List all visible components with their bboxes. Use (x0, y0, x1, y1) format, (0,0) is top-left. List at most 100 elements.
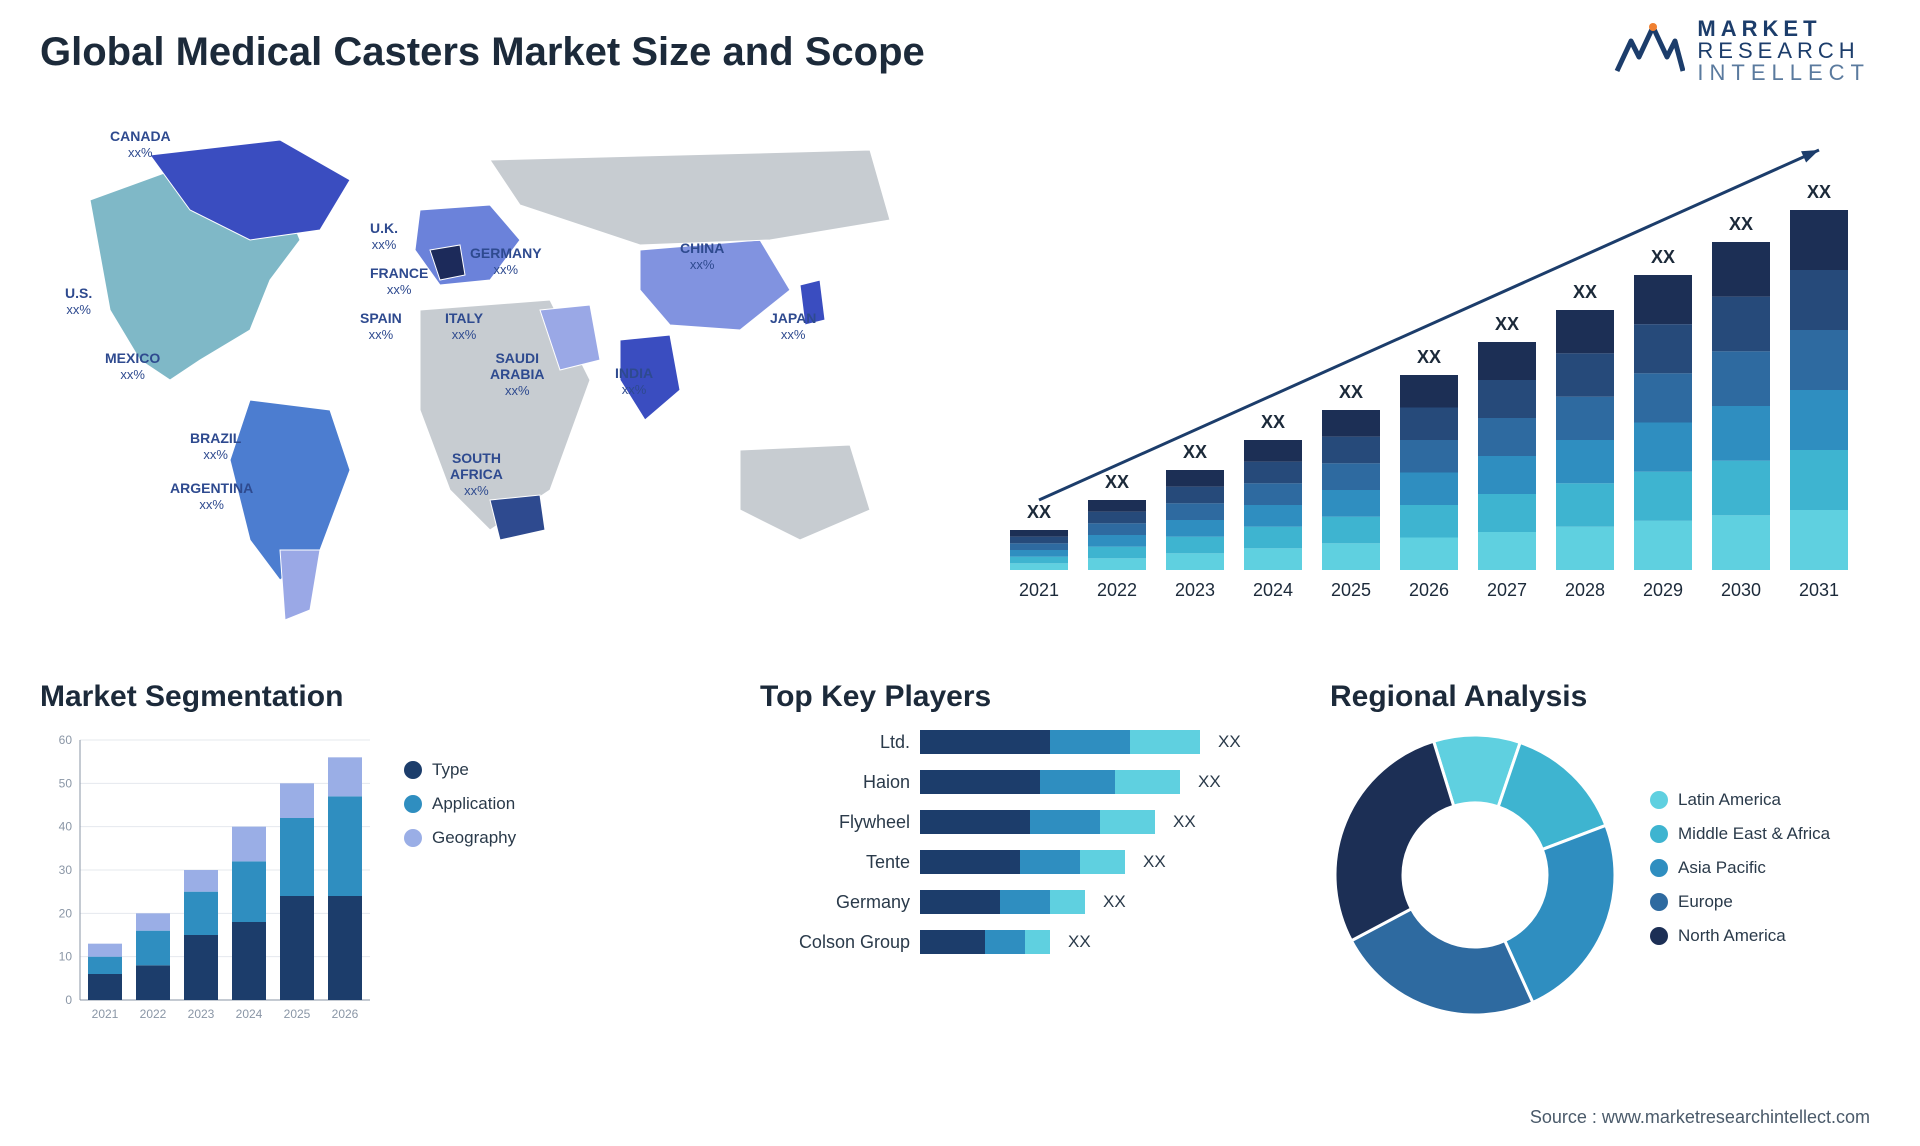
page-title: Global Medical Casters Market Size and S… (40, 30, 925, 75)
svg-text:2031: 2031 (1799, 580, 1839, 600)
svg-text:XX: XX (1183, 442, 1207, 462)
svg-text:2022: 2022 (140, 1007, 167, 1021)
regional-panel: Regional Analysis Latin America Middle Ea… (1330, 680, 1870, 1060)
legend-item: Middle East & Africa (1650, 824, 1830, 844)
map-label: U.K.xx% (370, 220, 398, 253)
svg-text:XX: XX (1105, 472, 1129, 492)
svg-text:2029: 2029 (1643, 580, 1683, 600)
svg-text:2022: 2022 (1097, 580, 1137, 600)
legend-item: Type (404, 760, 516, 780)
svg-text:2026: 2026 (1409, 580, 1449, 600)
svg-text:0: 0 (65, 993, 72, 1007)
player-value: XX (1103, 892, 1126, 912)
player-name: Tente (760, 852, 910, 873)
map-label: MEXICOxx% (105, 350, 160, 383)
legend-item: Latin America (1650, 790, 1830, 810)
player-row: Haion XX (760, 770, 1280, 794)
player-bar (920, 890, 1085, 914)
svg-text:XX: XX (1417, 347, 1441, 367)
growth-chart: XX2021XX2022XX2023XX2024XX2025XX2026XX20… (980, 110, 1850, 630)
player-row: Colson GroupXX (760, 930, 1280, 954)
players-chart: Ltd.XXHaionXXFlywheelXXTenteXXGermanyXXC… (760, 730, 1280, 954)
svg-text:XX: XX (1027, 502, 1051, 522)
svg-text:XX: XX (1339, 382, 1363, 402)
growth-chart-panel: XX2021XX2022XX2023XX2024XX2025XX2026XX20… (980, 110, 1850, 630)
logo-line2: RESEARCH (1697, 40, 1870, 62)
svg-text:2024: 2024 (1253, 580, 1293, 600)
svg-text:XX: XX (1651, 247, 1675, 267)
player-row: Flywheel XX (760, 810, 1280, 834)
svg-text:2021: 2021 (1019, 580, 1059, 600)
regional-title: Regional Analysis (1330, 680, 1870, 714)
map-label: GERMANYxx% (470, 245, 542, 278)
svg-text:XX: XX (1573, 282, 1597, 302)
source-attribution: Source : www.marketresearchintellect.com (1530, 1107, 1870, 1128)
segmentation-title: Market Segmentation (40, 680, 600, 714)
legend-item: Europe (1650, 892, 1830, 912)
player-bar (920, 770, 1180, 794)
map-label: SAUDIARABIAxx% (490, 350, 544, 399)
segmentation-legend: Type Application Geography (404, 730, 516, 1030)
svg-text:2024: 2024 (236, 1007, 263, 1021)
player-value: XX (1143, 852, 1166, 872)
player-row: Ltd. XX (760, 730, 1280, 754)
player-value: XX (1068, 932, 1091, 952)
svg-text:2021: 2021 (92, 1007, 119, 1021)
svg-text:2025: 2025 (1331, 580, 1371, 600)
player-value: XX (1198, 772, 1221, 792)
segmentation-chart: 0 10 20 30 40 50 60 2021 2022 2023 2024 2025 2026 (40, 730, 380, 1030)
svg-text:2028: 2028 (1565, 580, 1605, 600)
player-name: Haion (760, 772, 910, 793)
svg-text:XX: XX (1261, 412, 1285, 432)
player-bar (920, 930, 1050, 954)
map-label: CANADAxx% (110, 128, 171, 161)
svg-text:50: 50 (59, 776, 73, 790)
map-label: JAPANxx% (770, 310, 816, 343)
segmentation-panel: Market Segmentation 0 10 20 30 40 50 60 2021 202… (40, 680, 600, 1060)
logo-line1: MARKET (1697, 18, 1870, 40)
logo-line3: INTELLECT (1697, 62, 1870, 84)
player-name: Flywheel (760, 812, 910, 833)
svg-text:30: 30 (59, 863, 73, 877)
player-row: Tente XX (760, 850, 1280, 874)
player-bar (920, 850, 1125, 874)
map-label: SOUTHAFRICAxx% (450, 450, 503, 499)
player-name: Ltd. (760, 732, 910, 753)
svg-text:2027: 2027 (1487, 580, 1527, 600)
svg-text:2030: 2030 (1721, 580, 1761, 600)
map-label: CHINAxx% (680, 240, 724, 273)
player-row: Germany XX (760, 890, 1280, 914)
svg-text:XX: XX (1807, 182, 1831, 202)
player-name: Germany (760, 892, 910, 913)
player-value: XX (1173, 812, 1196, 832)
regional-donut (1330, 730, 1620, 1020)
map-label: BRAZILxx% (190, 430, 241, 463)
world-map-panel: CANADAxx% U.S.xx% MEXICOxx% BRAZILxx% ARGENT… (20, 110, 920, 630)
players-title: Top Key Players (760, 680, 1280, 714)
logo-icon (1613, 21, 1685, 81)
map-label: U.S.xx% (65, 285, 92, 318)
svg-text:40: 40 (59, 820, 73, 834)
svg-text:2025: 2025 (284, 1007, 311, 1021)
svg-text:10: 10 (59, 950, 73, 964)
legend-item: Application (404, 794, 516, 814)
player-value: XX (1218, 732, 1241, 752)
svg-text:XX: XX (1729, 214, 1753, 234)
brand-logo: MARKET RESEARCH INTELLECT (1613, 18, 1870, 84)
svg-text:XX: XX (1495, 314, 1519, 334)
svg-text:60: 60 (59, 733, 73, 747)
svg-text:2023: 2023 (188, 1007, 215, 1021)
svg-text:20: 20 (59, 906, 73, 920)
map-label: FRANCExx% (370, 265, 428, 298)
regional-legend: Latin America Middle East & Africa Asia Pa… (1650, 790, 1830, 960)
map-label: SPAINxx% (360, 310, 402, 343)
map-label: ARGENTINAxx% (170, 480, 253, 513)
map-label: ITALYxx% (445, 310, 483, 343)
player-bar (920, 730, 1200, 754)
svg-text:2026: 2026 (332, 1007, 359, 1021)
players-panel: Top Key Players Ltd.XXHaionXXFlywheelXXT… (760, 680, 1280, 1060)
legend-item: Geography (404, 828, 516, 848)
player-bar (920, 810, 1155, 834)
legend-item: Asia Pacific (1650, 858, 1830, 878)
legend-item: North America (1650, 926, 1830, 946)
